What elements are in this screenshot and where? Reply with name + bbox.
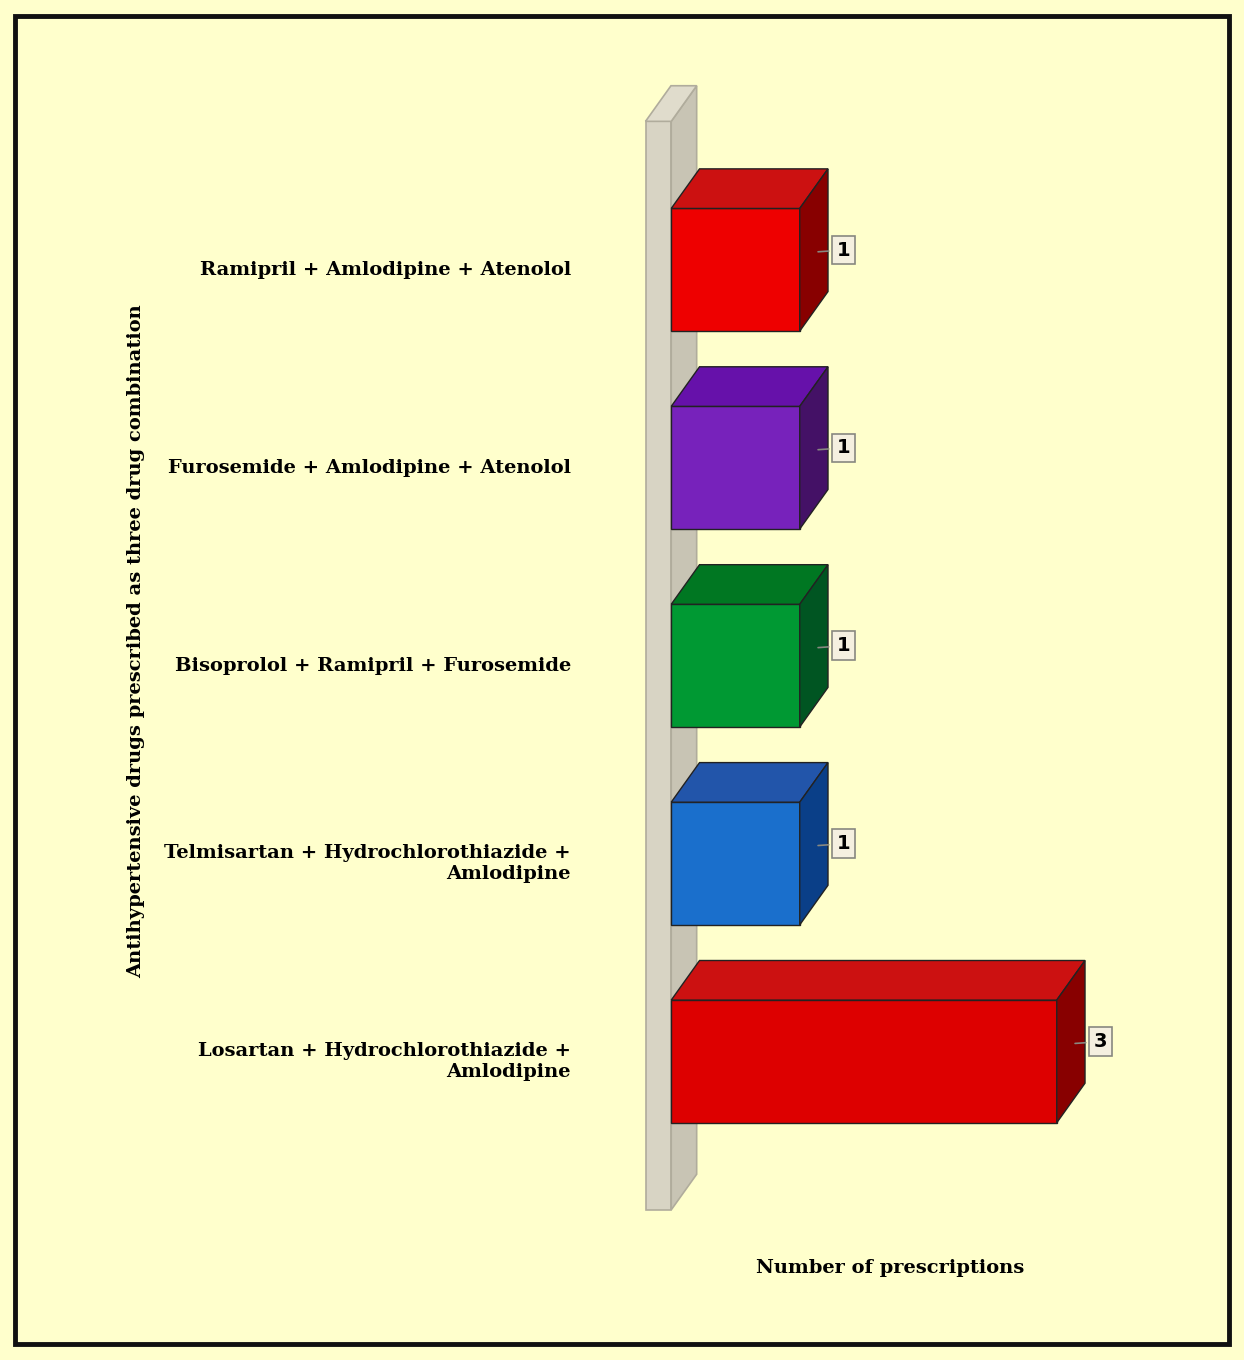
Polygon shape (672, 86, 697, 1210)
Text: 1: 1 (819, 636, 851, 656)
Polygon shape (672, 802, 800, 925)
Polygon shape (672, 604, 800, 728)
Polygon shape (1056, 960, 1085, 1123)
Polygon shape (672, 367, 829, 407)
Polygon shape (800, 763, 829, 925)
Text: 1: 1 (819, 834, 851, 853)
Polygon shape (646, 86, 697, 121)
Polygon shape (672, 763, 829, 802)
Text: 1: 1 (819, 241, 851, 260)
Polygon shape (672, 564, 829, 604)
X-axis label: Number of prescriptions: Number of prescriptions (755, 1259, 1024, 1277)
Polygon shape (672, 169, 829, 208)
Polygon shape (672, 1000, 1056, 1123)
Text: 3: 3 (1075, 1032, 1107, 1051)
Text: 1: 1 (819, 438, 851, 457)
Polygon shape (672, 208, 800, 330)
Y-axis label: Antihypertensive drugs prescribed as three drug combination: Antihypertensive drugs prescribed as thr… (127, 305, 146, 978)
Polygon shape (800, 564, 829, 728)
Polygon shape (672, 960, 1085, 1000)
Polygon shape (800, 169, 829, 330)
Polygon shape (646, 121, 672, 1210)
Polygon shape (800, 367, 829, 529)
Polygon shape (672, 407, 800, 529)
